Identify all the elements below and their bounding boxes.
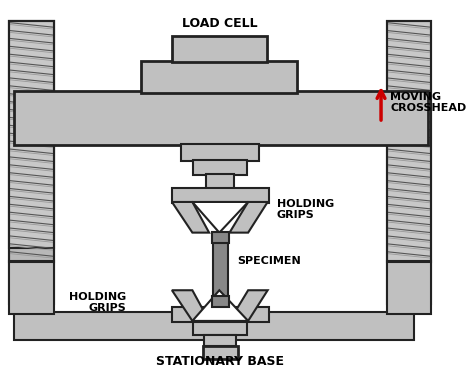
Bar: [387, 21, 431, 304]
Bar: [387, 260, 431, 315]
Bar: [9, 21, 54, 304]
Polygon shape: [192, 202, 248, 233]
Text: MOVING
CROSSHEAD: MOVING CROSSHEAD: [390, 92, 466, 113]
Bar: [172, 188, 269, 203]
Polygon shape: [172, 290, 209, 321]
Text: HOLDING
GRIPS: HOLDING GRIPS: [69, 291, 127, 313]
Bar: [14, 91, 428, 145]
Polygon shape: [229, 202, 268, 233]
Bar: [9, 21, 54, 262]
Polygon shape: [229, 290, 268, 321]
Polygon shape: [192, 290, 248, 321]
Bar: [14, 312, 413, 340]
Text: SPECIMEN: SPECIMEN: [237, 255, 301, 266]
Bar: [172, 307, 269, 322]
Bar: [181, 144, 259, 161]
Bar: [193, 322, 247, 335]
Bar: [206, 174, 234, 191]
Text: LOAD CELL: LOAD CELL: [182, 17, 258, 30]
Bar: [193, 160, 247, 175]
Bar: [212, 296, 228, 307]
Text: HOLDING
GRIPS: HOLDING GRIPS: [277, 199, 334, 220]
Bar: [141, 61, 297, 93]
Bar: [202, 346, 238, 359]
Bar: [9, 21, 54, 248]
Bar: [9, 260, 54, 315]
Bar: [172, 36, 267, 62]
Polygon shape: [172, 202, 209, 233]
Bar: [213, 242, 228, 298]
Bar: [387, 21, 431, 262]
Bar: [204, 335, 236, 346]
Bar: [212, 232, 228, 243]
Text: STATIONARY BASE: STATIONARY BASE: [156, 355, 284, 368]
